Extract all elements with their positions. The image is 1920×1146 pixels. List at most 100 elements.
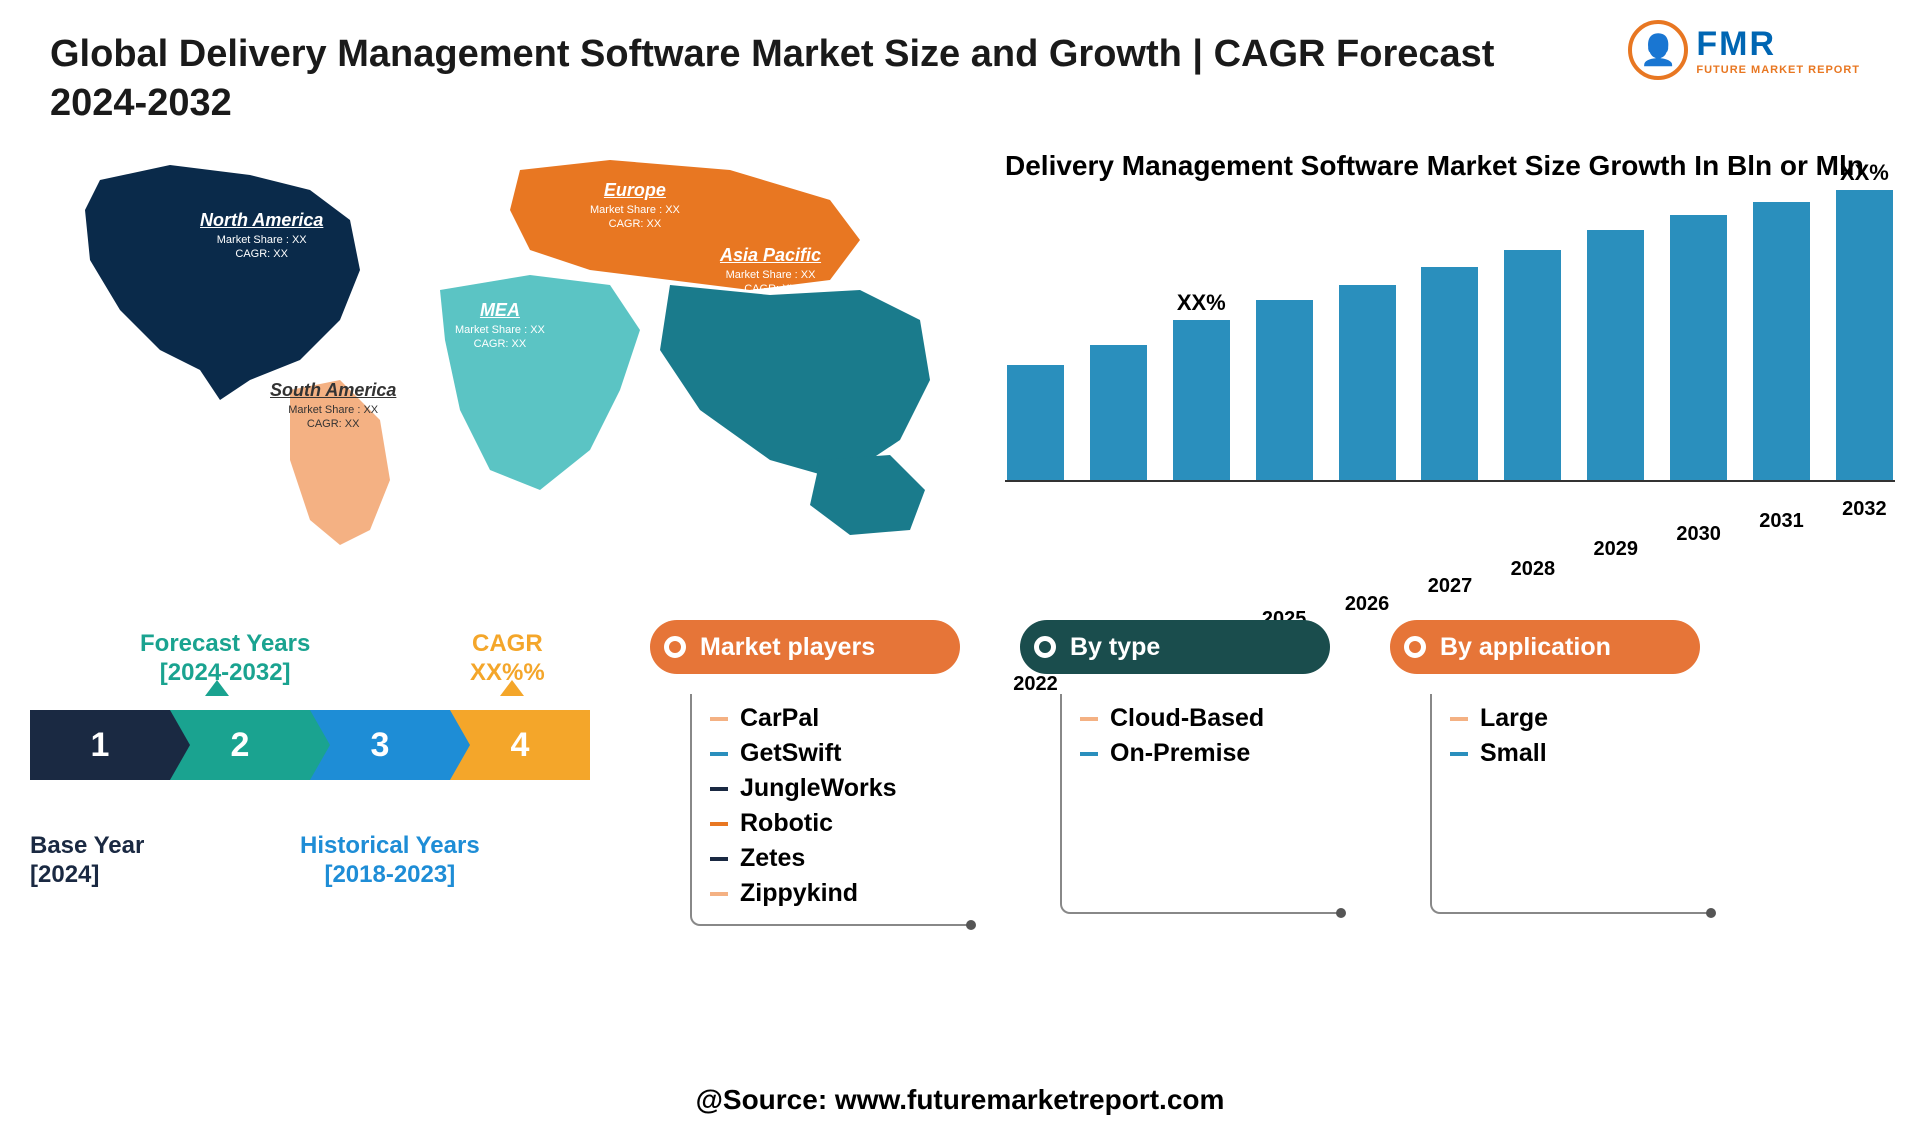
bar-year-label: 2029 [1593, 538, 1638, 561]
bar [1504, 250, 1561, 480]
timeline-strip: Forecast Years[2024-2032] CAGRXX%% 1 2 3… [30, 710, 630, 780]
item-tick-icon [710, 857, 728, 861]
world-map: North America Market Share : XXCAGR: XX … [50, 150, 950, 550]
bar [1090, 345, 1147, 480]
page-title: Global Delivery Management Software Mark… [50, 30, 1530, 129]
item-tick-icon [710, 822, 728, 826]
list-item: Small [1450, 739, 1710, 768]
map-australia [810, 455, 925, 535]
bar-group: XX%2024 [1173, 320, 1230, 480]
bar-group: 2026 [1339, 285, 1396, 480]
logo-sub-text: FUTURE MARKET REPORT [1696, 64, 1860, 76]
bar [1173, 320, 1230, 480]
item-tick-icon [710, 787, 728, 791]
map-asia-pacific [660, 285, 930, 480]
panel-market-players: Market players CarPal GetSwift JungleWorks… [650, 620, 990, 926]
timeline-seg-3: 3 [310, 710, 450, 780]
bar-year-label: 2027 [1428, 575, 1473, 598]
bar [1587, 230, 1644, 480]
bar-group: 2031 [1753, 202, 1810, 480]
panel-body-type: Cloud-Based On-Premise [1060, 694, 1340, 914]
base-year-label: Base Year[2024] [30, 832, 144, 890]
bar-annotation: XX% [1177, 290, 1226, 316]
item-tick-icon [1450, 717, 1468, 721]
bar-group: 2023 [1090, 345, 1147, 480]
timeline-seg-4: 4 [450, 710, 590, 780]
list-item: Zippykind [710, 879, 970, 908]
list-item: JungleWorks [710, 774, 970, 803]
list-item: Large [1450, 704, 1710, 733]
region-label-na: North America Market Share : XXCAGR: XX [200, 210, 323, 262]
source-attribution: @Source: www.futuremarketreport.com [696, 1084, 1225, 1116]
forecast-label: Forecast Years[2024-2032] [140, 630, 310, 688]
panel-title-type: By type [1070, 633, 1160, 662]
item-tick-icon [1450, 752, 1468, 756]
item-tick-icon [1080, 752, 1098, 756]
panel-header-players: Market players [650, 620, 960, 674]
item-label: On-Premise [1110, 739, 1250, 768]
list-item: Robotic [710, 809, 970, 838]
item-label: Cloud-Based [1110, 704, 1264, 733]
bar-group: 2022 [1007, 365, 1064, 480]
bar-annotation: XX% [1840, 160, 1889, 186]
panel-by-type: By type Cloud-Based On-Premise [1020, 620, 1360, 914]
timeline-seg-2: 2 [170, 710, 310, 780]
bar [1421, 267, 1478, 480]
item-label: Large [1480, 704, 1548, 733]
bar-group: 2029 [1587, 230, 1644, 480]
panel-title-players: Market players [700, 633, 875, 662]
bar [1007, 365, 1064, 480]
list-item: Cloud-Based [1080, 704, 1340, 733]
panel-by-application: By application Large Small [1390, 620, 1730, 914]
panel-dot-icon [1404, 636, 1426, 658]
bar-year-label: 2028 [1511, 558, 1556, 581]
map-north-america [85, 165, 360, 400]
fmr-logo: FMR FUTURE MARKET REPORT [1628, 20, 1860, 80]
panel-body-app: Large Small [1430, 694, 1710, 914]
item-label: Robotic [740, 809, 833, 838]
item-label: CarPal [740, 704, 819, 733]
item-tick-icon [710, 717, 728, 721]
bar-group: 2030 [1670, 215, 1727, 480]
item-tick-icon [710, 752, 728, 756]
region-label-ap: Asia Pacific Market Share : XXCAGR: XX [720, 245, 821, 297]
list-item: Zetes [710, 844, 970, 873]
historical-label: Historical Years[2018-2023] [300, 832, 480, 890]
region-label-mea: MEA Market Share : XXCAGR: XX [455, 300, 545, 352]
bar [1753, 202, 1810, 480]
panel-header-type: By type [1020, 620, 1330, 674]
bar [1339, 285, 1396, 480]
item-label: Zetes [740, 844, 805, 873]
item-tick-icon [710, 892, 728, 896]
timeline: Forecast Years[2024-2032] CAGRXX%% 1 2 3… [30, 620, 630, 780]
logo-main-text: FMR [1696, 25, 1860, 64]
growth-bar-chart: Delivery Management Software Market Size… [1005, 150, 1895, 550]
bar-group: 2028 [1504, 250, 1561, 480]
bars-container: 20222023XX%20242025202620272028202920302… [1005, 192, 1895, 482]
item-label: GetSwift [740, 739, 841, 768]
bar [1670, 215, 1727, 480]
bar-year-label: 2026 [1345, 593, 1390, 616]
chart-title: Delivery Management Software Market Size… [1005, 150, 1895, 182]
bar-year-label: 2032 [1842, 498, 1887, 521]
bar-group: XX%2032 [1836, 190, 1893, 480]
bar-year-label: 2030 [1676, 523, 1721, 546]
panel-header-app: By application [1390, 620, 1700, 674]
bar-group: 2027 [1421, 267, 1478, 480]
cagr-label: CAGRXX%% [470, 630, 545, 688]
bar-year-label: 2031 [1759, 510, 1804, 533]
list-item: On-Premise [1080, 739, 1340, 768]
item-label: JungleWorks [740, 774, 897, 803]
list-item: GetSwift [710, 739, 970, 768]
panel-dot-icon [1034, 636, 1056, 658]
logo-icon [1628, 20, 1688, 80]
item-label: Zippykind [740, 879, 858, 908]
item-tick-icon [1080, 717, 1098, 721]
timeline-seg-1: 1 [30, 710, 170, 780]
bar [1836, 190, 1893, 480]
panel-body-players: CarPal GetSwift JungleWorks Robotic Zetes Zip… [690, 694, 970, 926]
region-label-sa: South America Market Share : XXCAGR: XX [270, 380, 396, 432]
bar [1256, 300, 1313, 480]
list-item: CarPal [710, 704, 970, 733]
item-label: Small [1480, 739, 1547, 768]
